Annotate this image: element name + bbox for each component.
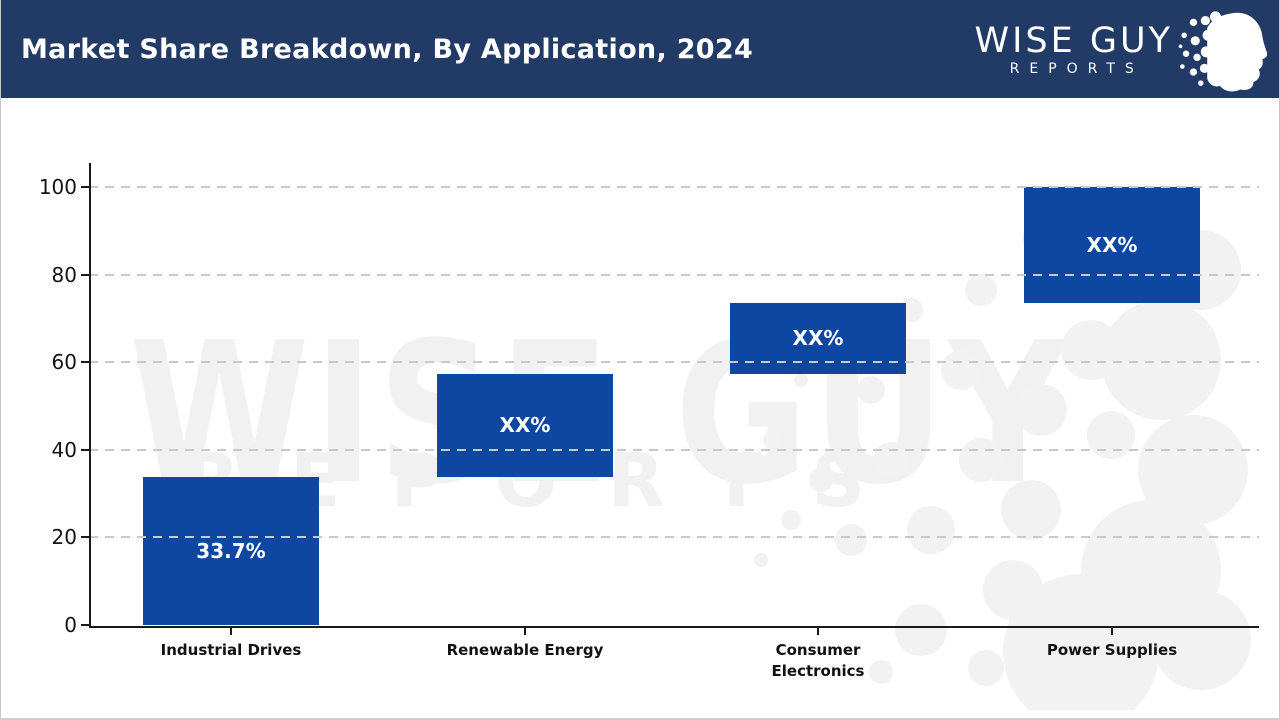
x-axis-line bbox=[89, 626, 1259, 628]
y-tick-label-40: 40 bbox=[51, 437, 77, 462]
x-category-label-2-line-0: Consumer bbox=[775, 641, 861, 659]
page-title: Market Share Breakdown, By Application, … bbox=[21, 33, 754, 65]
y-axis-line bbox=[89, 163, 91, 628]
x-tick-3 bbox=[1111, 628, 1113, 635]
bar-0 bbox=[143, 477, 319, 625]
y-tick-label-60: 60 bbox=[51, 350, 77, 375]
gridline-80 bbox=[89, 273, 1259, 276]
gridline-100 bbox=[89, 186, 1259, 188]
x-category-label-3: Power Supplies bbox=[1027, 640, 1197, 661]
y-tick-80 bbox=[81, 273, 89, 276]
bar-3 bbox=[1024, 187, 1200, 304]
x-tick-2 bbox=[817, 628, 819, 635]
y-tick-100 bbox=[81, 186, 89, 188]
y-tick-label-100: 100 bbox=[38, 175, 77, 199]
bar-value-label-2: XX% bbox=[792, 326, 844, 351]
x-category-label-1: Renewable Energy bbox=[440, 640, 610, 661]
y-tick-label-20: 20 bbox=[51, 525, 77, 550]
x-tick-0 bbox=[230, 628, 232, 635]
y-tick-60 bbox=[81, 361, 89, 364]
x-category-label-3-line-0: Power Supplies bbox=[1046, 641, 1178, 659]
gridline-60 bbox=[89, 361, 1259, 364]
bar-value-label-3: XX% bbox=[1086, 233, 1138, 258]
x-category-label-0-line-0: Industrial Drives bbox=[160, 641, 302, 659]
bar-1 bbox=[437, 373, 613, 478]
wise-guy-reports-logo: WISE GUY REPORTS bbox=[974, 6, 1267, 94]
logo-head-icon bbox=[1178, 11, 1267, 92]
header-bar: Market Share Breakdown, By Application, … bbox=[1, 0, 1279, 98]
y-tick-label-80: 80 bbox=[51, 262, 77, 287]
y-tick-label-0: 0 bbox=[64, 613, 77, 637]
gridline-40 bbox=[89, 448, 1259, 451]
logo-subtitle: REPORTS bbox=[1009, 61, 1144, 78]
logo-text: WISE GUY REPORTS bbox=[974, 20, 1173, 78]
x-category-label-0: Industrial Drives bbox=[146, 640, 316, 661]
x-category-label-2-line-1: Electronics bbox=[771, 662, 865, 680]
y-tick-20 bbox=[81, 536, 89, 539]
y-tick-0 bbox=[81, 624, 89, 626]
bar-value-label-0: 33.7% bbox=[196, 539, 266, 564]
x-category-label-2: Consumer Electronics bbox=[733, 640, 903, 682]
logo-wordmark: WISE GUY bbox=[974, 20, 1173, 61]
x-tick-1 bbox=[524, 628, 526, 635]
y-tick-40 bbox=[81, 448, 89, 451]
bar-value-label-1: XX% bbox=[499, 413, 551, 438]
gridline-20 bbox=[89, 536, 1259, 539]
x-category-label-1-line-0: Renewable Energy bbox=[446, 641, 604, 659]
